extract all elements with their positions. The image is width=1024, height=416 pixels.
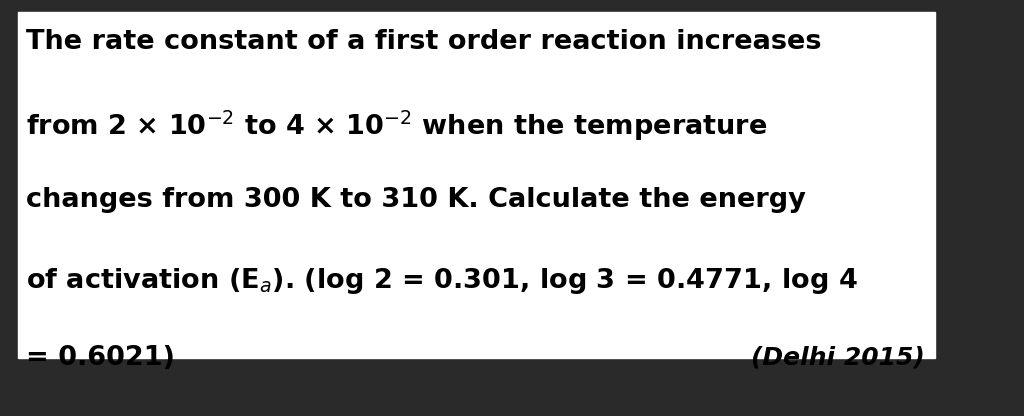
Text: of activation (E$_a$). (log 2 = 0.301, log 3 = 0.4771, log 4: of activation (E$_a$). (log 2 = 0.301, l… <box>26 266 857 296</box>
FancyBboxPatch shape <box>18 12 935 358</box>
Text: changes from 300 K to 310 K. Calculate the energy: changes from 300 K to 310 K. Calculate t… <box>26 187 805 213</box>
Text: The rate constant of a first order reaction increases: The rate constant of a first order react… <box>26 29 821 55</box>
Text: from 2 × 10$^{-2}$ to 4 × 10$^{-2}$ when the temperature: from 2 × 10$^{-2}$ to 4 × 10$^{-2}$ when… <box>26 108 767 143</box>
Text: = 0.6021): = 0.6021) <box>26 345 175 371</box>
Text: (Delhi 2015): (Delhi 2015) <box>751 345 925 369</box>
